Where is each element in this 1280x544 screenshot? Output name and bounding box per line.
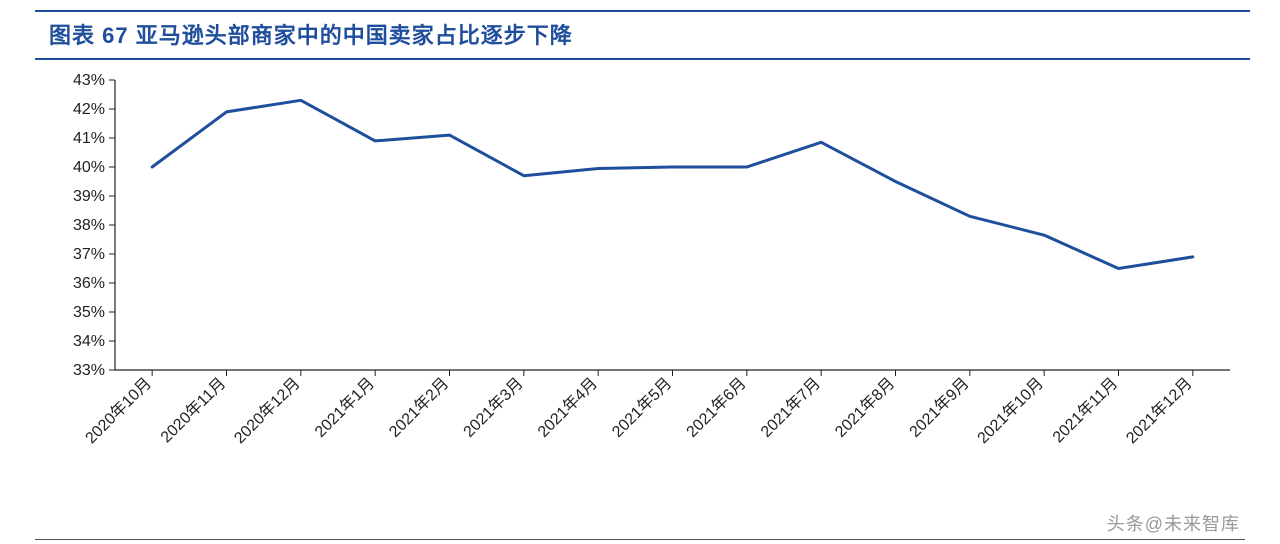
x-tick-label: 2021年3月 — [460, 374, 527, 441]
x-tick-label: 2021年8月 — [832, 374, 899, 441]
x-tick-label: 2021年4月 — [534, 374, 601, 441]
y-tick-label: 36% — [73, 275, 105, 292]
x-tick-label: 2021年10月 — [974, 374, 1047, 447]
chart-title: 图表 67 亚马逊头部商家中的中国卖家占比逐步下降 — [35, 23, 573, 48]
footer-divider — [35, 539, 1245, 540]
data-line — [152, 100, 1193, 268]
x-tick-label: 2020年10月 — [82, 374, 155, 447]
x-tick-label: 2021年6月 — [683, 374, 750, 441]
y-tick-label: 43% — [73, 72, 105, 89]
y-tick-label: 35% — [73, 304, 105, 321]
x-tick-label: 2021年2月 — [386, 374, 453, 441]
x-tick-label: 2021年5月 — [609, 374, 676, 441]
y-tick-label: 42% — [73, 101, 105, 118]
y-tick-label: 37% — [73, 246, 105, 263]
x-tick-label: 2021年7月 — [757, 374, 824, 441]
x-tick-label: 2020年11月 — [157, 374, 229, 446]
y-tick-label: 33% — [73, 362, 105, 379]
x-tick-label: 2021年12月 — [1123, 374, 1196, 447]
y-tick-label: 39% — [73, 188, 105, 205]
x-tick-label: 2021年9月 — [906, 374, 973, 441]
chart-area: 33% 34% 35% 36% 37% 38% 39% 40% 41% 42% 43% 2020年10… — [55, 70, 1250, 510]
x-tick-label: 2020年12月 — [231, 374, 304, 447]
y-tick-label: 38% — [73, 217, 105, 234]
x-tick-label: 2021年11月 — [1049, 374, 1121, 446]
y-tick-label: 41% — [73, 130, 105, 147]
chart-title-bar: 图表 67 亚马逊头部商家中的中国卖家占比逐步下降 — [35, 10, 1250, 60]
watermark-text: 头条@未来智库 — [1107, 510, 1240, 536]
line-chart-svg: 33% 34% 35% 36% 37% 38% 39% 40% 41% 42% 43% 2020年10… — [55, 70, 1240, 510]
x-tick-label: 2021年1月 — [311, 374, 378, 441]
y-tick-label: 40% — [73, 159, 105, 176]
y-tick-label: 34% — [73, 333, 105, 350]
